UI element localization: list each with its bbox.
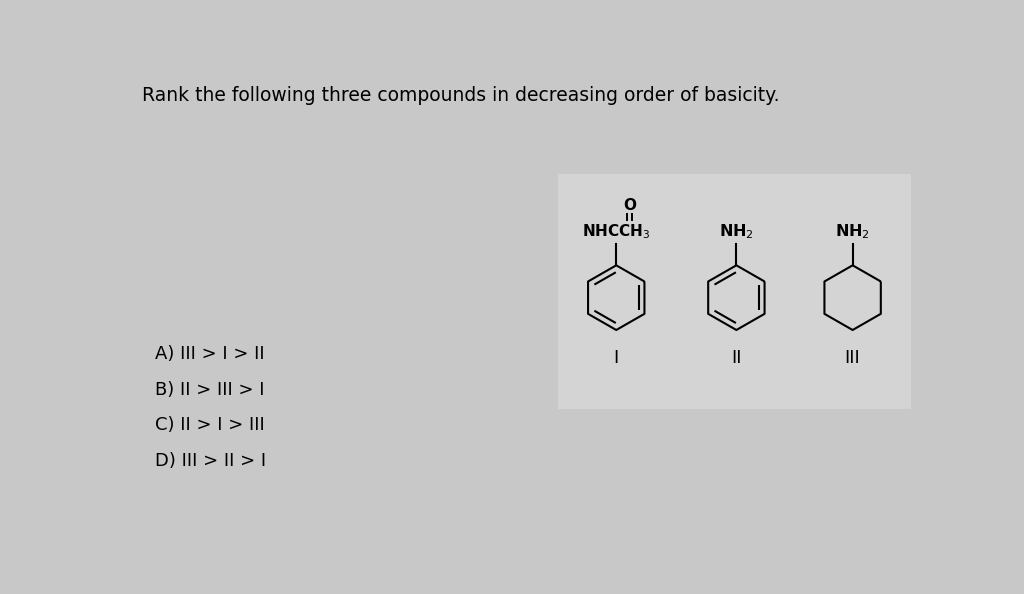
Text: D) III > II > I: D) III > II > I <box>155 451 266 470</box>
Text: I: I <box>613 349 618 367</box>
FancyBboxPatch shape <box>558 175 910 409</box>
Text: II: II <box>731 349 741 367</box>
Text: B) II > III > I: B) II > III > I <box>155 381 264 399</box>
Text: III: III <box>845 349 860 367</box>
Text: Rank the following three compounds in decreasing order of basicity.: Rank the following three compounds in de… <box>142 86 779 105</box>
Text: NH$_2$: NH$_2$ <box>836 223 870 241</box>
Text: NHCCH$_3$: NHCCH$_3$ <box>582 223 650 241</box>
Text: NH$_2$: NH$_2$ <box>719 223 754 241</box>
Text: C) II > I > III: C) II > I > III <box>155 416 265 434</box>
Text: A) III > I > II: A) III > I > II <box>155 345 265 364</box>
Text: O: O <box>623 198 636 213</box>
